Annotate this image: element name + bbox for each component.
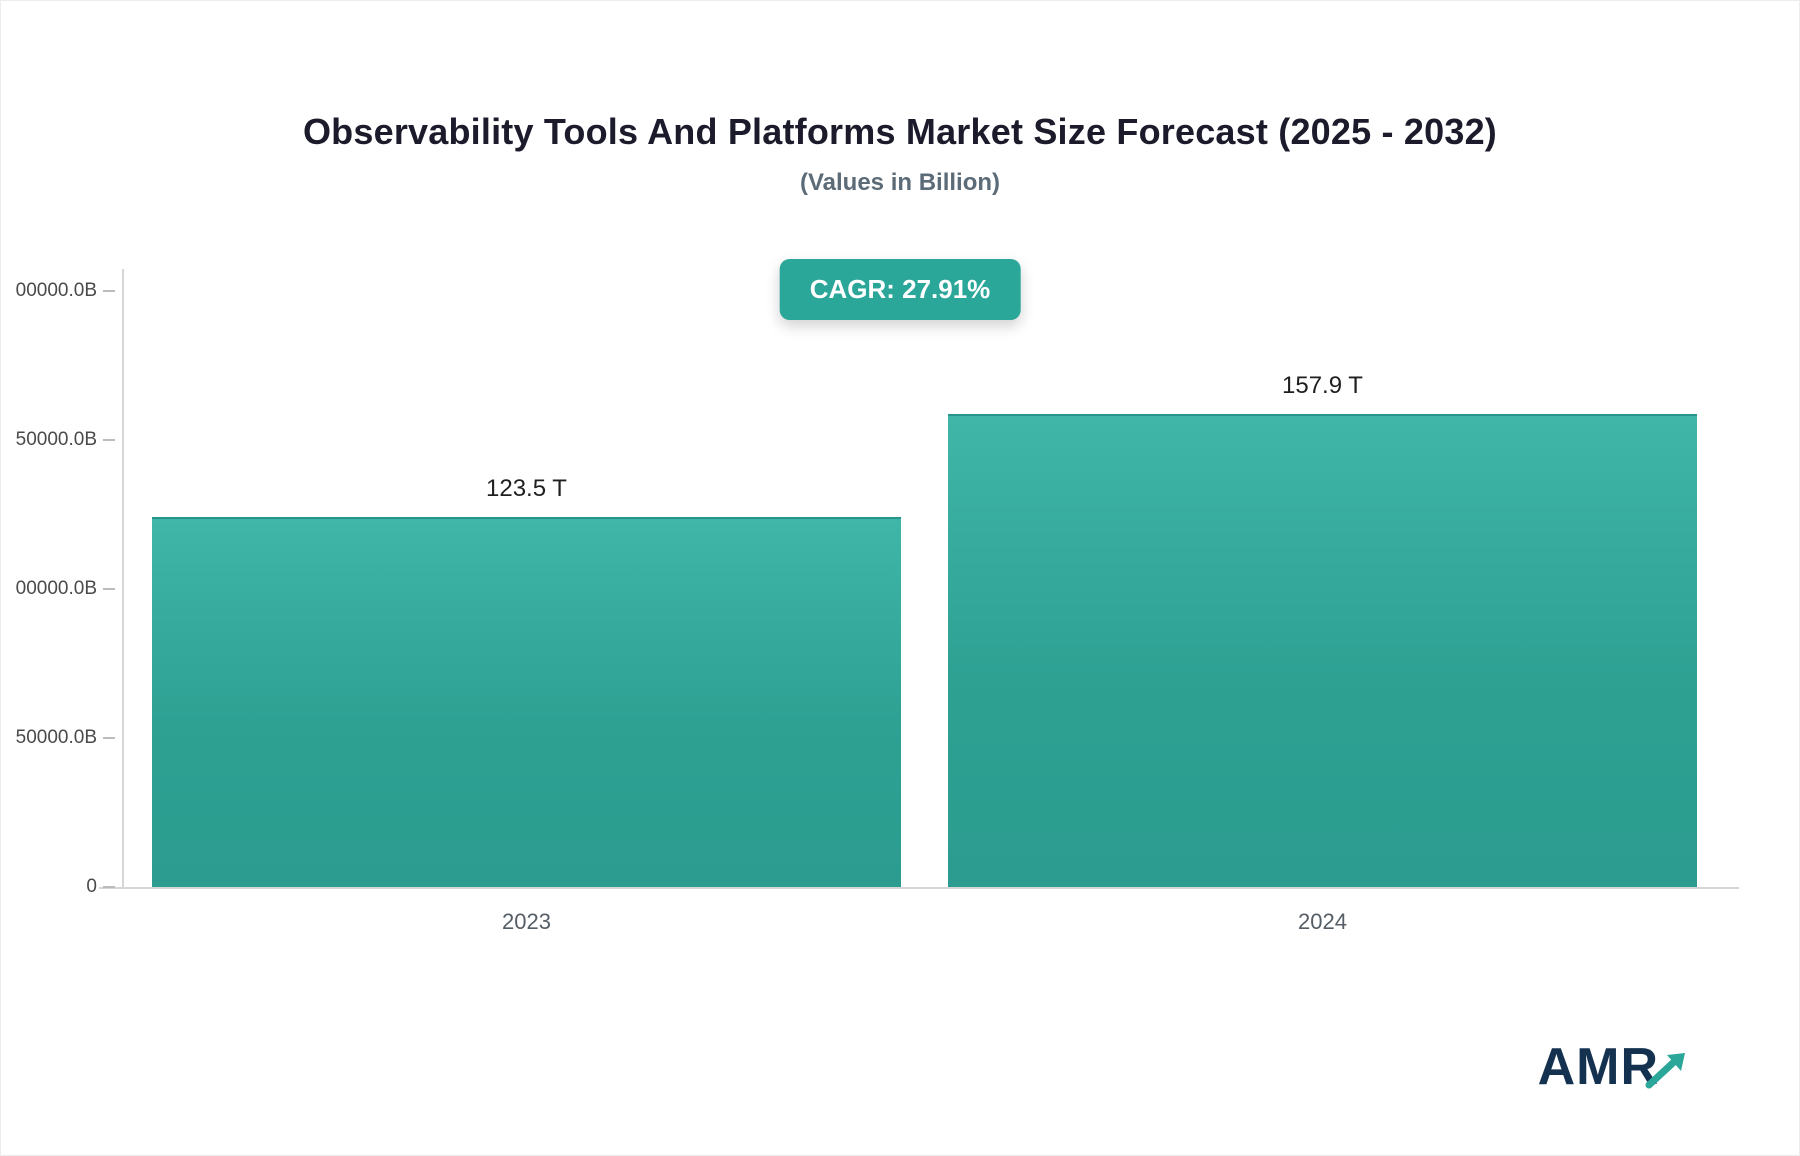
y-axis-line [122,269,124,889]
y-tick-mark [103,588,115,590]
cagr-badge: CAGR: 27.91% [779,259,1021,320]
chart-title: Observability Tools And Platforms Market… [302,111,1497,152]
bar [152,516,901,887]
bar-group: 123.5 T 2023 [152,291,901,934]
y-tick-mark [103,737,115,739]
y-tick-label: 50000.0B [15,727,97,748]
bar-group: 157.9 T 2024 [948,291,1697,934]
growth-arrow-icon [1645,1053,1685,1089]
x-axis-label: 2024 [1298,909,1347,934]
y-tick-label: 00000.0B [15,280,97,301]
y-tick-label: 0 [86,876,97,897]
y-tick-mark [103,290,115,292]
bar-value-label: 157.9 T [1282,372,1363,400]
chart-subtitle: (Values in Billion) [799,169,1001,196]
plot-area: 123.5 T 2023 157.9 T 2024 [124,291,1736,934]
amr-logo-text: AMR [1537,1038,1659,1096]
y-tick-mark [103,886,115,888]
amr-logo: AMR [1538,1041,1691,1093]
x-axis-label: 2023 [502,909,551,934]
bar-value-label: 123.5 T [486,474,567,502]
y-tick-label: 50000.0B [15,429,97,450]
y-tick-mark [103,439,115,441]
y-tick-label: 00000.0B [15,578,97,599]
bar [948,414,1697,887]
y-axis-tick-marks [103,290,117,888]
x-axis-line [99,887,1739,889]
y-axis-tick-labels: 0 50000.0B 00000.0B 50000.0B 00000.0B [1,280,101,897]
